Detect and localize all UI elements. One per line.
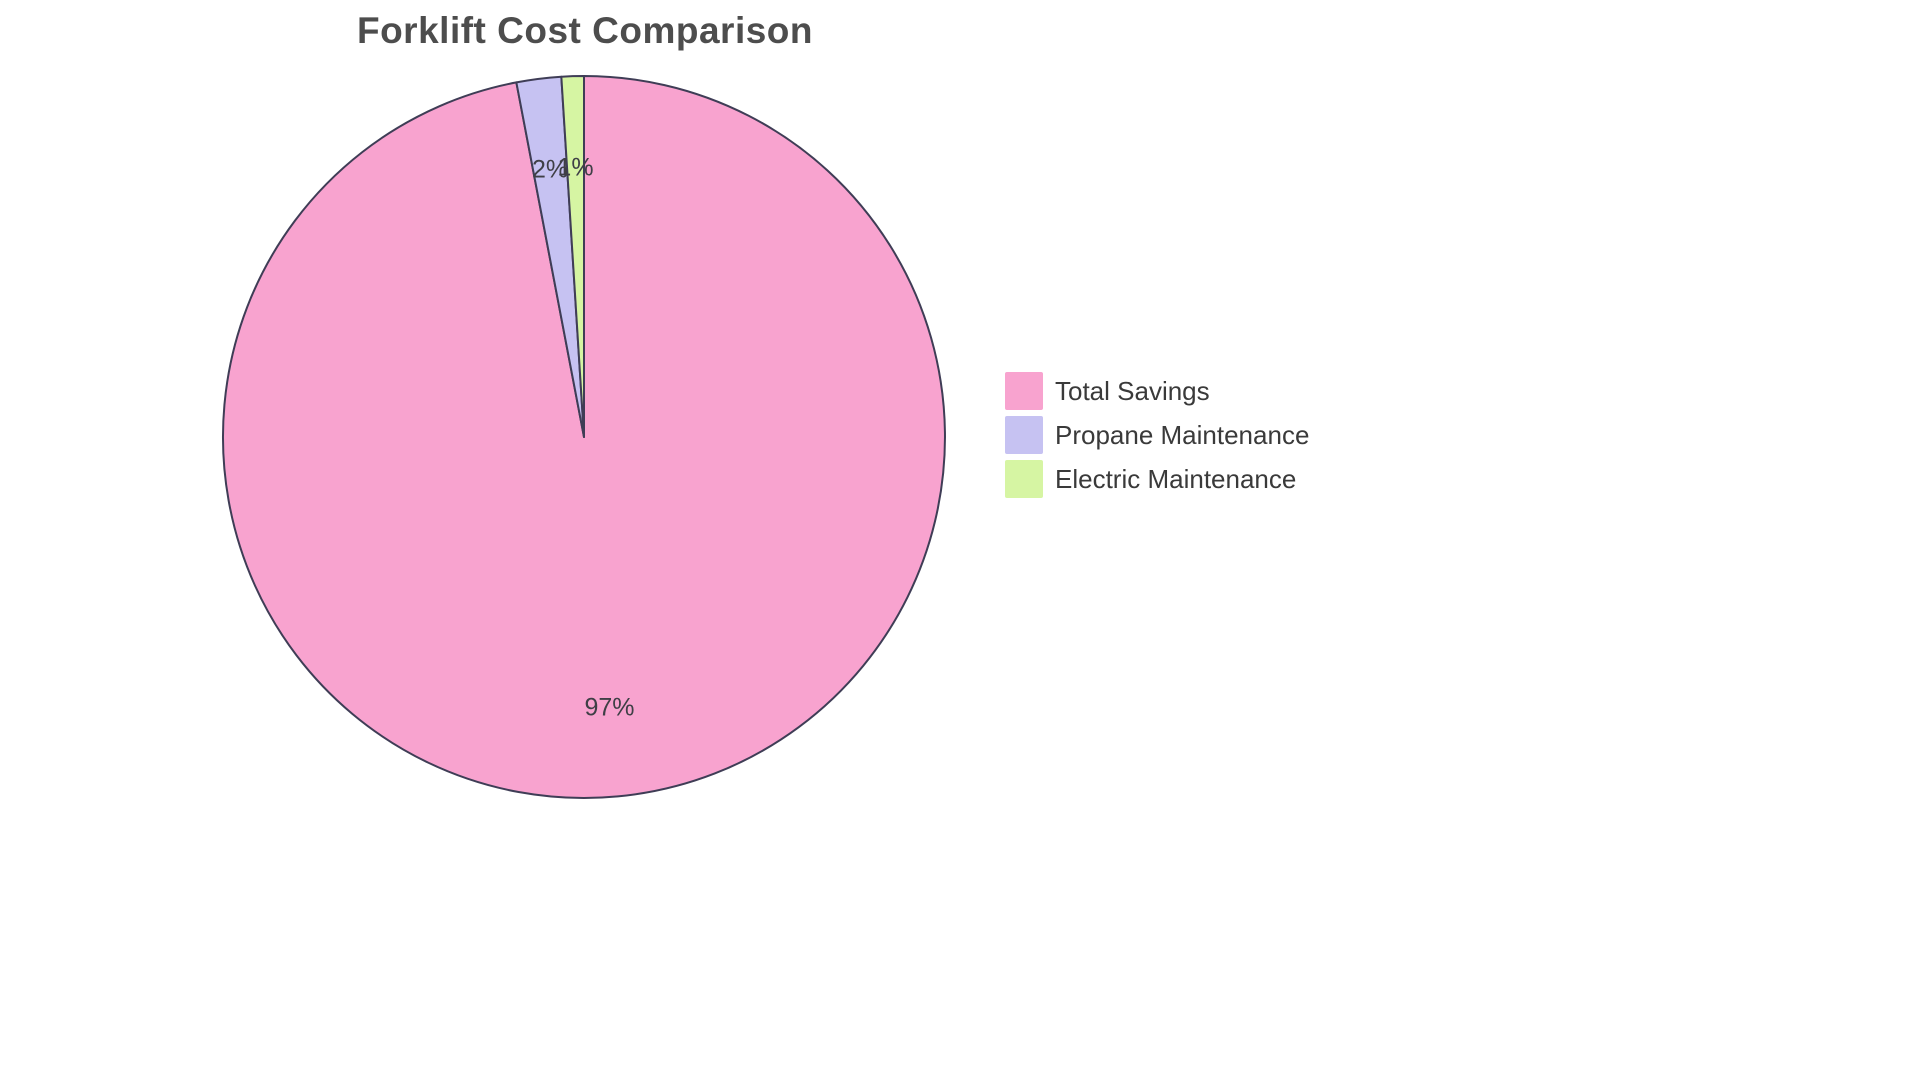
legend-item-total-savings[interactable]: Total Savings <box>1005 372 1309 410</box>
legend-item-label: Propane Maintenance <box>1055 419 1310 450</box>
pie-slice-electric-maintenance[interactable] <box>560 74 585 438</box>
legend-item-propane-maintenance[interactable]: Propane Maintenance <box>1005 416 1309 454</box>
legend-swatch-icon <box>1005 416 1043 454</box>
pie-percent-label: 1% <box>557 153 593 181</box>
legend-item-electric-maintenance[interactable]: Electric Maintenance <box>1005 460 1309 498</box>
pie-percent-label: 97% <box>584 694 634 722</box>
legend-item-label: Total Savings <box>1055 375 1210 406</box>
legend-swatch-icon <box>1005 460 1043 498</box>
legend-swatch-icon <box>1005 372 1043 410</box>
chart-legend: Total Savings Propane Maintenance Electric… <box>1005 372 1309 498</box>
chart-title: Forklift Cost Comparison <box>356 10 814 51</box>
pie-percent-label: 2% <box>532 155 568 183</box>
legend-item-label: Electric Maintenance <box>1055 463 1297 494</box>
